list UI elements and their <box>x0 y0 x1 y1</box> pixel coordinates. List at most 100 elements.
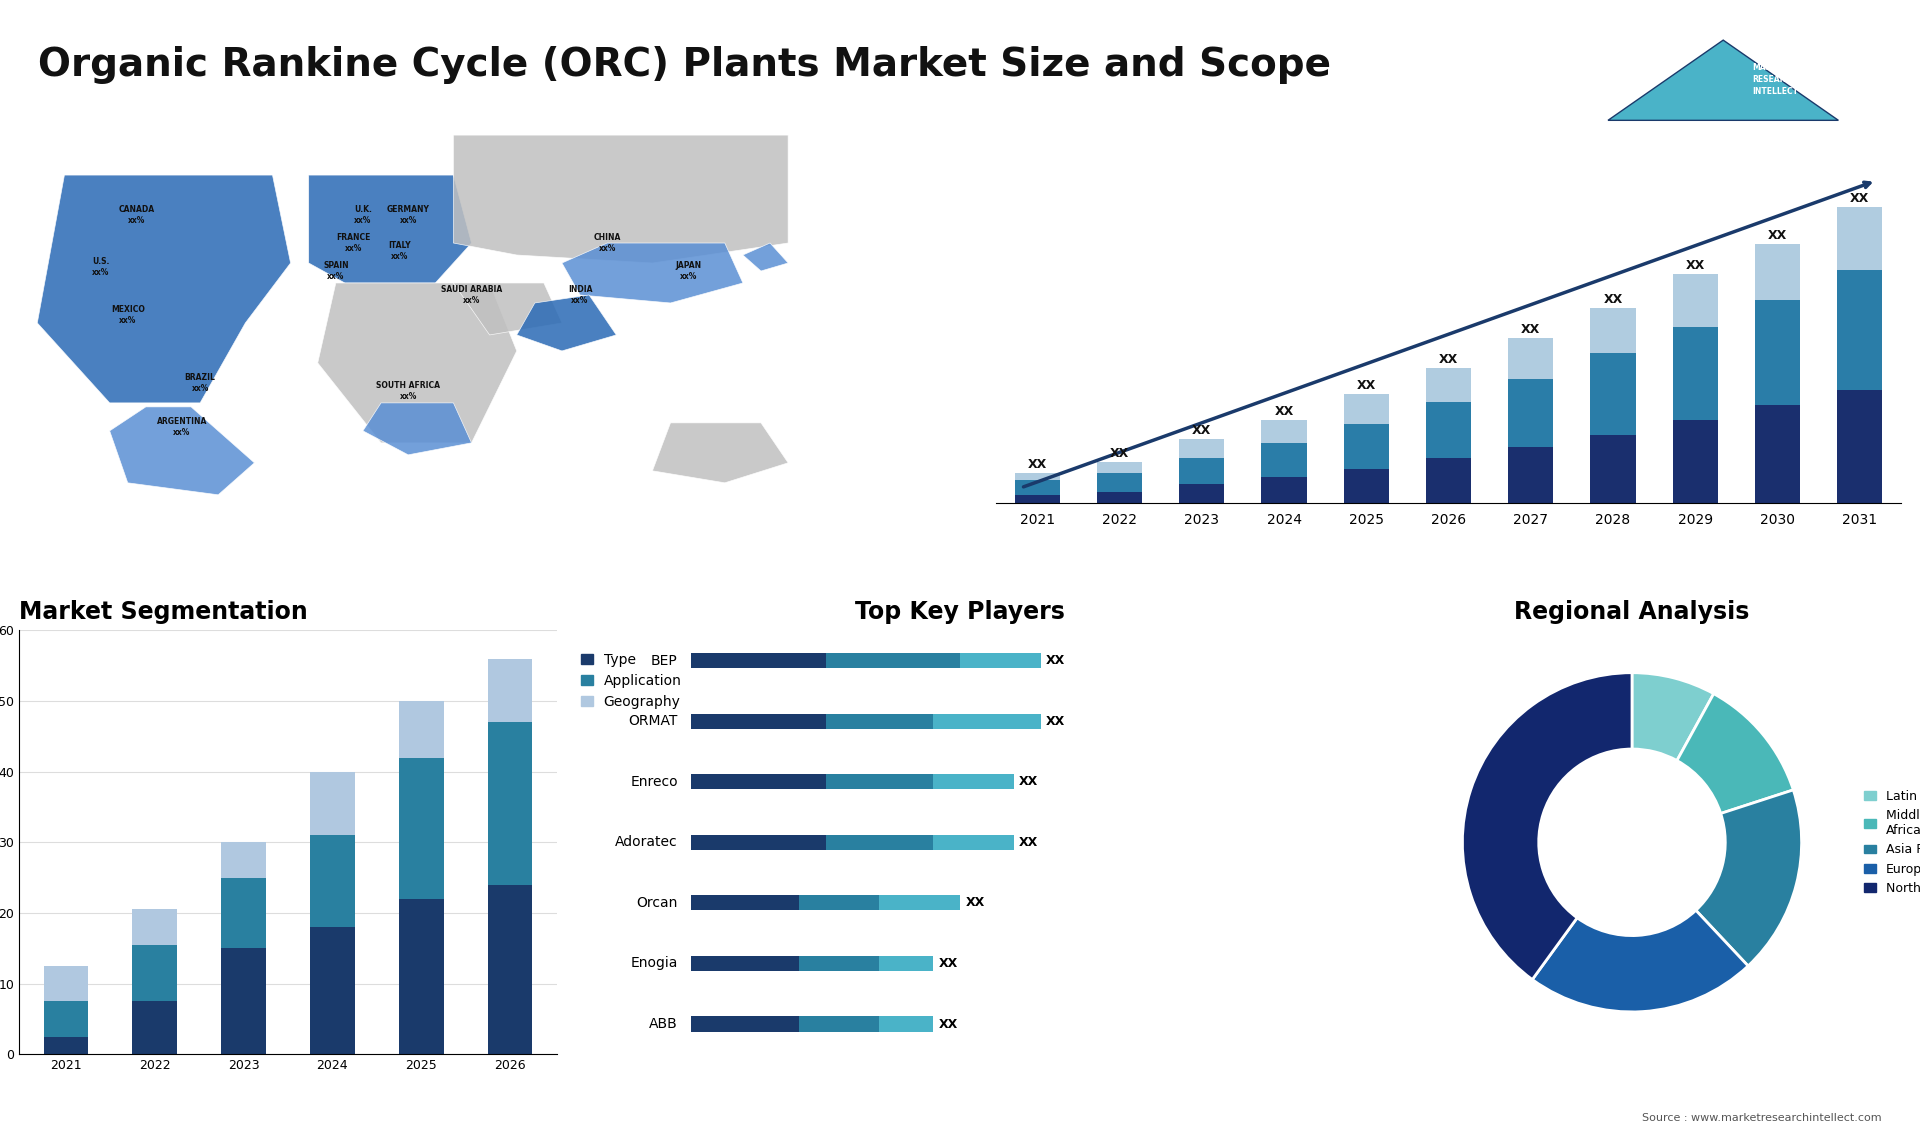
Polygon shape <box>309 175 472 283</box>
Text: XX: XX <box>1192 424 1212 438</box>
Bar <box>132 944 177 1002</box>
Bar <box>311 771 355 835</box>
Text: XX: XX <box>1046 715 1066 728</box>
Polygon shape <box>653 423 787 482</box>
Bar <box>1427 458 1471 503</box>
Bar <box>691 714 826 729</box>
Bar <box>1837 270 1882 391</box>
Bar <box>1427 368 1471 401</box>
Title: Regional Analysis: Regional Analysis <box>1515 601 1749 625</box>
Bar <box>879 895 960 910</box>
Text: XX: XX <box>1768 229 1788 242</box>
Wedge shape <box>1532 910 1747 1012</box>
Text: Adoratec: Adoratec <box>614 835 678 849</box>
Bar <box>44 1037 88 1054</box>
Bar <box>1590 435 1636 503</box>
Text: CHINA
xx%: CHINA xx% <box>593 233 620 253</box>
Polygon shape <box>453 283 563 335</box>
Text: XX: XX <box>1046 654 1066 667</box>
Bar <box>799 956 879 971</box>
Text: MEXICO
xx%: MEXICO xx% <box>111 305 144 325</box>
Bar <box>1096 473 1142 492</box>
Bar <box>488 659 532 722</box>
Bar <box>1179 458 1225 484</box>
Text: XX: XX <box>1603 293 1622 306</box>
Text: BRAZIL
xx%: BRAZIL xx% <box>184 372 215 393</box>
Bar <box>1096 462 1142 473</box>
Bar <box>960 653 1041 668</box>
Legend: Type, Application, Geography: Type, Application, Geography <box>574 645 689 715</box>
Bar <box>132 1002 177 1054</box>
Bar <box>1344 424 1388 469</box>
Bar <box>1261 477 1308 503</box>
Bar <box>488 885 532 1054</box>
Text: U.K.
xx%: U.K. xx% <box>353 205 372 225</box>
Bar <box>1179 484 1225 503</box>
Text: Enreco: Enreco <box>630 775 678 788</box>
Bar <box>221 842 265 878</box>
Bar <box>826 653 960 668</box>
Bar <box>1672 327 1718 421</box>
Bar <box>1755 406 1801 503</box>
Text: XX: XX <box>1275 406 1294 418</box>
Polygon shape <box>363 403 472 455</box>
Bar <box>311 835 355 927</box>
Text: MARKET
RESEARCH
INTELLECT: MARKET RESEARCH INTELLECT <box>1751 63 1797 95</box>
Title: Top Key Players: Top Key Players <box>854 601 1066 625</box>
Text: Source : www.marketresearchintellect.com: Source : www.marketresearchintellect.com <box>1642 1113 1882 1123</box>
Text: ITALY
xx%: ITALY xx% <box>388 241 411 261</box>
Text: XX: XX <box>1521 323 1540 336</box>
Text: XX: XX <box>1357 379 1377 392</box>
Bar <box>691 834 826 850</box>
Bar <box>1427 401 1471 458</box>
Text: XX: XX <box>1020 775 1039 788</box>
Bar <box>1344 394 1388 424</box>
Bar <box>799 895 879 910</box>
Polygon shape <box>516 295 616 351</box>
Bar <box>1507 379 1553 447</box>
Polygon shape <box>743 243 787 270</box>
Text: XX: XX <box>1027 458 1046 471</box>
Text: FRANCE
xx%: FRANCE xx% <box>336 233 371 253</box>
Text: SPAIN
xx%: SPAIN xx% <box>323 261 349 281</box>
Text: U.S.
xx%: U.S. xx% <box>92 257 109 277</box>
Text: XX: XX <box>939 957 958 970</box>
Bar <box>933 714 1041 729</box>
Bar <box>826 834 933 850</box>
Legend: Latin America, Middle East &
Africa, Asia Pacific, Europe, North America: Latin America, Middle East & Africa, Asi… <box>1859 785 1920 900</box>
Bar <box>1837 206 1882 270</box>
Bar <box>1837 391 1882 503</box>
Bar <box>1096 492 1142 503</box>
Text: JAPAN
xx%: JAPAN xx% <box>676 261 701 281</box>
Bar <box>44 1002 88 1037</box>
Text: ORMAT: ORMAT <box>628 714 678 728</box>
Wedge shape <box>1676 693 1793 814</box>
Bar <box>399 898 444 1054</box>
Bar <box>1179 439 1225 458</box>
Bar <box>826 714 933 729</box>
Polygon shape <box>109 407 253 495</box>
Bar <box>1261 442 1308 477</box>
Text: SOUTH AFRICA
xx%: SOUTH AFRICA xx% <box>376 380 440 401</box>
Wedge shape <box>1632 673 1715 761</box>
Text: XX: XX <box>966 896 985 910</box>
Polygon shape <box>36 175 290 403</box>
Text: XX: XX <box>1851 191 1870 205</box>
Text: Organic Rankine Cycle (ORC) Plants Market Size and Scope: Organic Rankine Cycle (ORC) Plants Marke… <box>38 46 1331 84</box>
Text: XX: XX <box>1020 835 1039 849</box>
Bar <box>1014 473 1060 480</box>
Bar <box>691 775 826 790</box>
Bar <box>132 910 177 944</box>
Bar <box>1672 274 1718 327</box>
Polygon shape <box>317 283 516 442</box>
Text: Orcan: Orcan <box>636 896 678 910</box>
Bar <box>1014 495 1060 503</box>
Text: BEP: BEP <box>651 653 678 668</box>
Text: XX: XX <box>1110 447 1129 460</box>
Text: GERMANY
xx%: GERMANY xx% <box>386 205 430 225</box>
Bar <box>691 1017 799 1031</box>
Text: INDIA
xx%: INDIA xx% <box>568 285 591 305</box>
Text: SAUDI ARABIA
xx%: SAUDI ARABIA xx% <box>442 285 503 305</box>
Text: CANADA
xx%: CANADA xx% <box>119 205 156 225</box>
Bar <box>1755 300 1801 406</box>
